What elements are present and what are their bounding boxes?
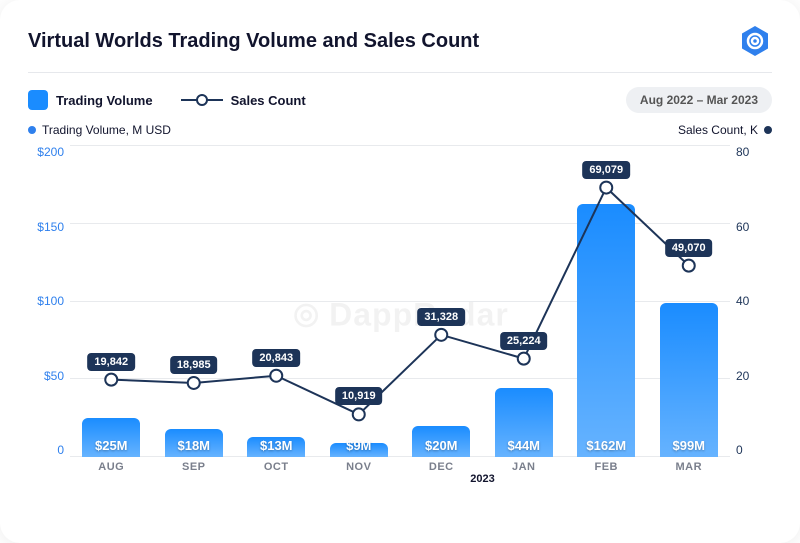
bar-slot: $20M <box>400 145 483 457</box>
y1-tick: $200 <box>28 145 64 159</box>
bar-slot: $99M <box>648 145 731 457</box>
legend-line: Sales Count <box>181 93 306 108</box>
x-tick: OCT <box>235 461 318 485</box>
line-value-badge: 20,843 <box>252 349 300 367</box>
bar: $44M <box>495 388 553 457</box>
dot-icon <box>28 126 36 134</box>
y1-tick: 0 <box>28 443 64 457</box>
chart-area: $200$150$100$500 DappRadar $25M$18M$13M$… <box>28 145 772 485</box>
bar-value-label: $20M <box>425 438 458 457</box>
legend-bar: Trading Volume <box>28 90 153 110</box>
bar-slot: $9M <box>318 145 401 457</box>
plot-area: DappRadar $25M$18M$13M$9M$20M$44M$162M$9… <box>70 145 730 485</box>
line-value-badge: 18,985 <box>170 356 218 374</box>
bar-value-label: $162M <box>586 438 626 457</box>
legend-bar-label: Trading Volume <box>56 93 153 108</box>
bar-value-label: $9M <box>346 438 371 457</box>
x-tick: JAN <box>483 461 566 485</box>
bar-slot: $44M <box>483 145 566 457</box>
y1-axis: $200 $150 $100 $50 0 <box>28 145 70 485</box>
brand-logo <box>738 24 772 58</box>
bar-value-label: $18M <box>177 438 210 457</box>
y1-tick: $100 <box>28 294 64 308</box>
legend-line-label: Sales Count <box>231 93 306 108</box>
line-value-badge: 31,328 <box>417 308 465 326</box>
line-value-badge: 49,070 <box>665 239 713 257</box>
chart-title: Virtual Worlds Trading Volume and Sales … <box>28 30 479 53</box>
bars-container: $25M $18M $13M $9M $20M $44M $162M $99M <box>70 145 730 457</box>
line-value-badge: 10,919 <box>335 387 383 405</box>
legend-row: Trading Volume Sales Count Aug 2022 – Ma… <box>28 87 772 113</box>
bar-slot: $18M <box>153 145 236 457</box>
x-tick: SEP <box>153 461 236 485</box>
x-axis: AUGSEPOCTNOVDECJANFEBMAR <box>70 461 730 485</box>
hexagon-icon <box>738 24 772 58</box>
x-tick: AUG <box>70 461 153 485</box>
x-tick: FEB <box>565 461 648 485</box>
year-divider-label: 2023 <box>470 473 494 485</box>
y1-axis-label: Trading Volume, M USD <box>28 123 171 137</box>
y1-tick: $50 <box>28 369 64 383</box>
bar: $9M <box>330 443 388 457</box>
date-range-badge: Aug 2022 – Mar 2023 <box>626 87 772 113</box>
bar-value-label: $13M <box>260 438 293 457</box>
y2-tick: 20 <box>736 369 772 383</box>
line-swatch-icon <box>181 93 223 107</box>
bar-value-label: $99M <box>672 438 705 457</box>
dot-icon <box>764 126 772 134</box>
y2-tick: 0 <box>736 443 772 457</box>
line-value-badge: 25,224 <box>500 332 548 350</box>
y2-tick: 40 <box>736 294 772 308</box>
header: Virtual Worlds Trading Volume and Sales … <box>28 24 772 73</box>
y1-tick: $150 <box>28 220 64 234</box>
bar-swatch-icon <box>28 90 48 110</box>
bar: $20M <box>412 426 470 457</box>
bar-value-label: $25M <box>95 438 128 457</box>
bar-slot: $13M <box>235 145 318 457</box>
bar: $25M <box>82 418 140 457</box>
line-value-badge: 19,842 <box>87 353 135 371</box>
bar: $162M <box>577 204 635 457</box>
bar: $18M <box>165 429 223 457</box>
bar-slot: $162M <box>565 145 648 457</box>
y2-axis: 80 60 40 20 0 <box>730 145 772 485</box>
x-tick: NOV <box>318 461 401 485</box>
axis-labels-row: Trading Volume, M USD Sales Count, K <box>28 123 772 137</box>
x-tick: MAR <box>648 461 731 485</box>
y2-tick: 80 <box>736 145 772 159</box>
bar: $99M <box>660 303 718 457</box>
chart-card: Virtual Worlds Trading Volume and Sales … <box>0 0 800 543</box>
y2-tick: 60 <box>736 220 772 234</box>
bar-slot: $25M <box>70 145 153 457</box>
line-value-badge: 69,079 <box>582 161 630 179</box>
bar: $13M <box>247 437 305 457</box>
legend-items: Trading Volume Sales Count <box>28 90 306 110</box>
bar-value-label: $44M <box>507 438 540 457</box>
y2-axis-label: Sales Count, K <box>678 123 772 137</box>
